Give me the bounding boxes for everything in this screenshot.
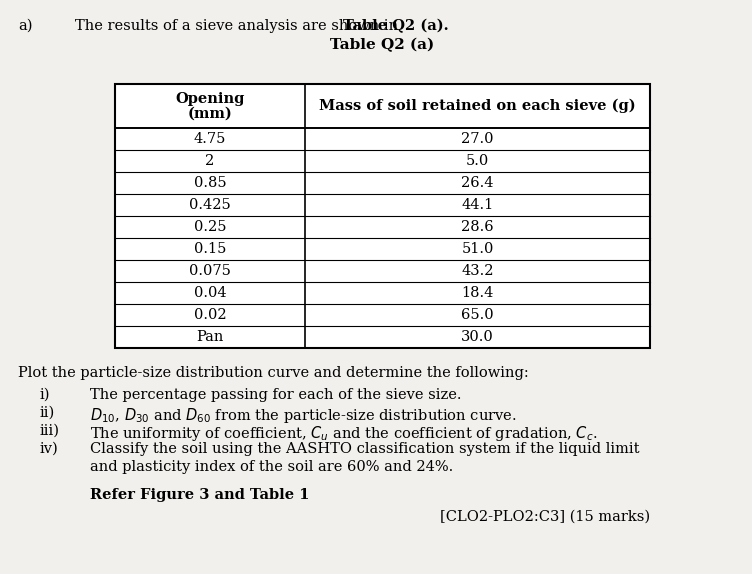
Text: 0.25: 0.25 xyxy=(194,220,226,234)
Text: 18.4: 18.4 xyxy=(461,286,493,300)
Text: $D_{10}$, $D_{30}$ and $D_{60}$ from the particle-size distribution curve.: $D_{10}$, $D_{30}$ and $D_{60}$ from the… xyxy=(90,406,517,425)
Text: 44.1: 44.1 xyxy=(462,198,493,212)
Text: 4.75: 4.75 xyxy=(194,132,226,146)
Text: 43.2: 43.2 xyxy=(461,264,494,278)
Text: iii): iii) xyxy=(40,424,60,438)
Bar xyxy=(115,84,650,348)
Text: 0.075: 0.075 xyxy=(189,264,231,278)
Text: Classify the soil using the AASHTO classification system if the liquid limit: Classify the soil using the AASHTO class… xyxy=(90,442,639,456)
Text: Mass of soil retained on each sieve (g): Mass of soil retained on each sieve (g) xyxy=(319,99,635,113)
Text: Table Q2 (a): Table Q2 (a) xyxy=(330,38,434,52)
Text: 5.0: 5.0 xyxy=(466,154,489,168)
Text: iv): iv) xyxy=(40,442,59,456)
Text: Table Q2 (a).: Table Q2 (a). xyxy=(343,19,449,33)
Text: Refer Figure 3 and Table 1: Refer Figure 3 and Table 1 xyxy=(90,488,310,502)
Text: Pan: Pan xyxy=(196,330,223,344)
Text: Plot the particle-size distribution curve and determine the following:: Plot the particle-size distribution curv… xyxy=(18,366,529,380)
Text: 27.0: 27.0 xyxy=(461,132,494,146)
Text: The uniformity of coefficient, $C_u$ and the coefficient of gradation, $C_c$.: The uniformity of coefficient, $C_u$ and… xyxy=(90,424,598,443)
Text: Opening: Opening xyxy=(175,92,244,106)
Text: The percentage passing for each of the sieve size.: The percentage passing for each of the s… xyxy=(90,388,462,402)
Text: 2: 2 xyxy=(205,154,214,168)
Text: The results of a sieve analysis are shown in: The results of a sieve analysis are show… xyxy=(75,19,403,33)
Text: 26.4: 26.4 xyxy=(461,176,494,190)
Text: 30.0: 30.0 xyxy=(461,330,494,344)
Text: 0.02: 0.02 xyxy=(194,308,226,322)
Text: 0.04: 0.04 xyxy=(194,286,226,300)
Text: 51.0: 51.0 xyxy=(461,242,493,256)
Text: 0.15: 0.15 xyxy=(194,242,226,256)
Text: [CLO2-PLO2:C3] (15 marks): [CLO2-PLO2:C3] (15 marks) xyxy=(440,510,650,524)
Text: 0.85: 0.85 xyxy=(194,176,226,190)
Bar xyxy=(115,84,650,348)
Text: i): i) xyxy=(40,388,50,402)
Text: (mm): (mm) xyxy=(188,107,232,121)
Text: a): a) xyxy=(18,19,32,33)
Text: 0.425: 0.425 xyxy=(189,198,231,212)
Text: ii): ii) xyxy=(40,406,55,420)
Text: 28.6: 28.6 xyxy=(461,220,494,234)
Text: and plasticity index of the soil are 60% and 24%.: and plasticity index of the soil are 60%… xyxy=(90,460,453,474)
Text: 65.0: 65.0 xyxy=(461,308,494,322)
